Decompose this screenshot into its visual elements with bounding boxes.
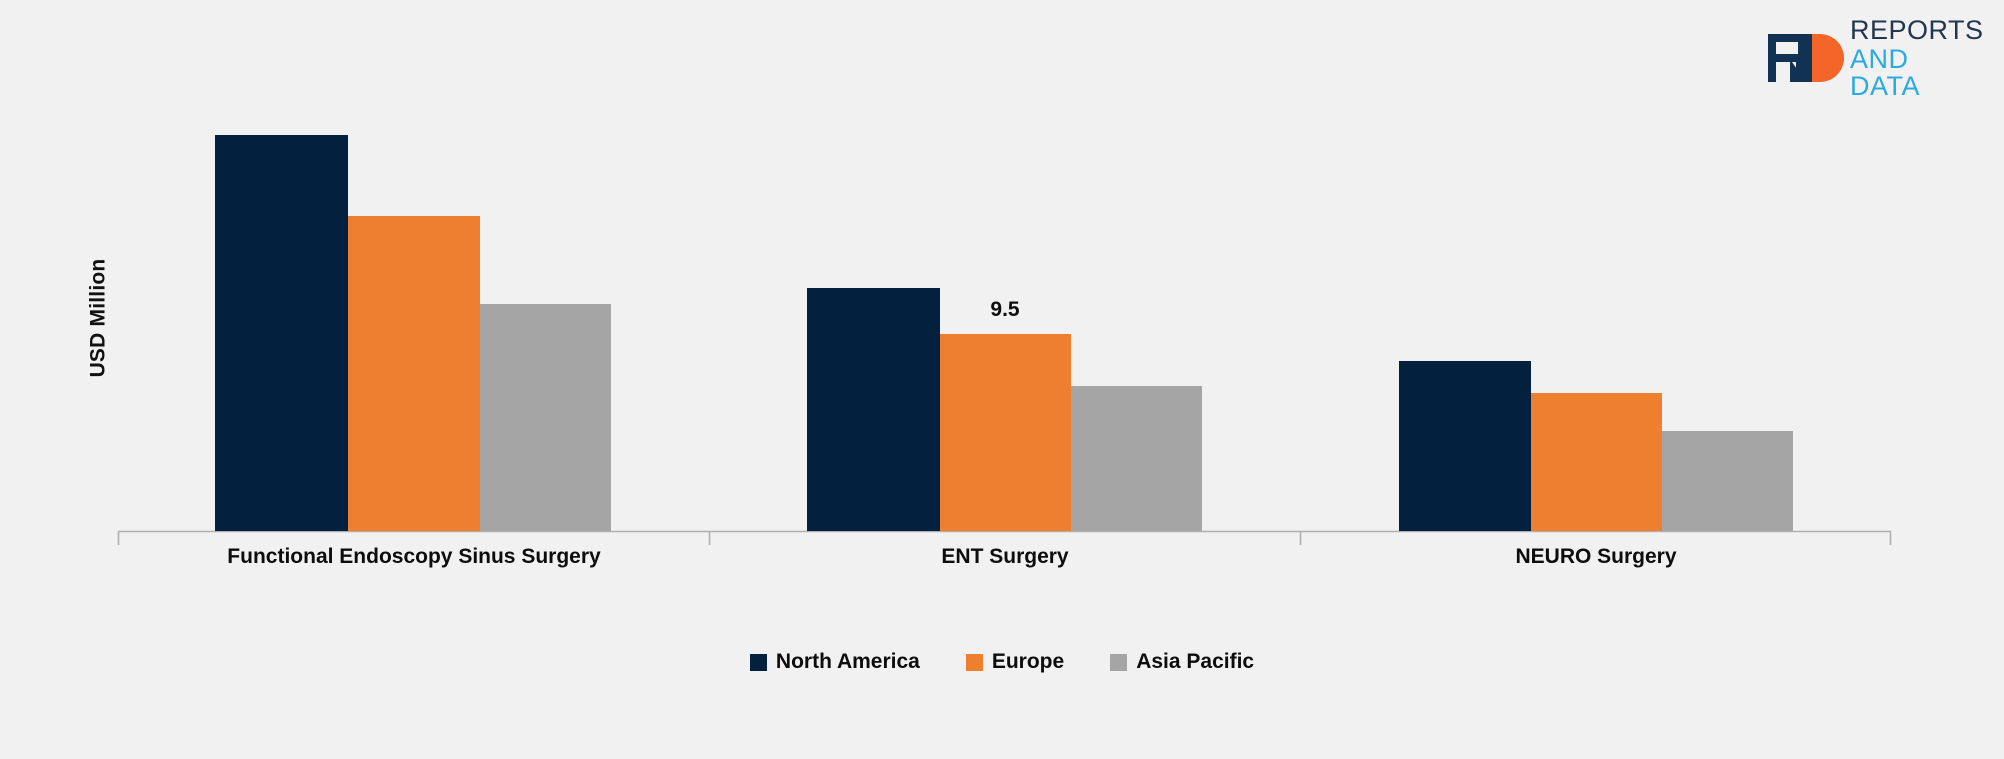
logo-wordmark: REPORTS AND DATA [1850,14,1986,101]
bar-ent-surgery-north-america[interactable] [807,288,940,531]
bar-ent-surgery-europe[interactable] [940,334,1071,531]
legend-item-north-america[interactable]: North America [749,650,920,674]
bar-functional-endoscopy-sinus-surgery-north-america[interactable] [215,135,348,531]
chart-legend: North America Europe Asia Pacific [0,650,2004,674]
bar-ent-surgery-asia-pacific[interactable] [1071,386,1202,531]
bar-neuro-surgery-europe[interactable] [1531,393,1662,531]
logo-line-reports: REPORTS [1850,14,1984,45]
logo-mark-icon [1766,32,1844,84]
bar-neuro-surgery-north-america[interactable] [1399,361,1531,531]
x-axis-label-0: Functional Endoscopy Sinus Surgery [227,545,601,568]
legend-item-asia-pacific[interactable]: Asia Pacific [1110,650,1254,674]
legend-label-north-america: North America [775,650,920,673]
legend-swatch-north-america [749,653,767,671]
reports-and-data-logo: REPORTS AND DATA [1766,16,1986,99]
legend-swatch-europe [965,653,983,671]
bar-neuro-surgery-asia-pacific[interactable] [1662,431,1793,531]
bar-functional-endoscopy-sinus-surgery-asia-pacific[interactable] [480,304,611,531]
legend-swatch-asia-pacific [1110,653,1128,671]
legend-item-europe[interactable]: Europe [965,650,1065,674]
logo-line-and-data: AND DATA [1850,43,1921,101]
x-axis-label-1: ENT Surgery [941,545,1069,568]
x-axis-label-2: NEURO Surgery [1515,545,1677,568]
legend-label-asia-pacific: Asia Pacific [1136,650,1255,673]
legend-label-europe: Europe [991,650,1065,673]
plot-area [215,135,1793,531]
bar-functional-endoscopy-sinus-surgery-europe[interactable] [348,216,480,531]
bar-value-label-ent-europe: 9.5 [990,298,1020,321]
